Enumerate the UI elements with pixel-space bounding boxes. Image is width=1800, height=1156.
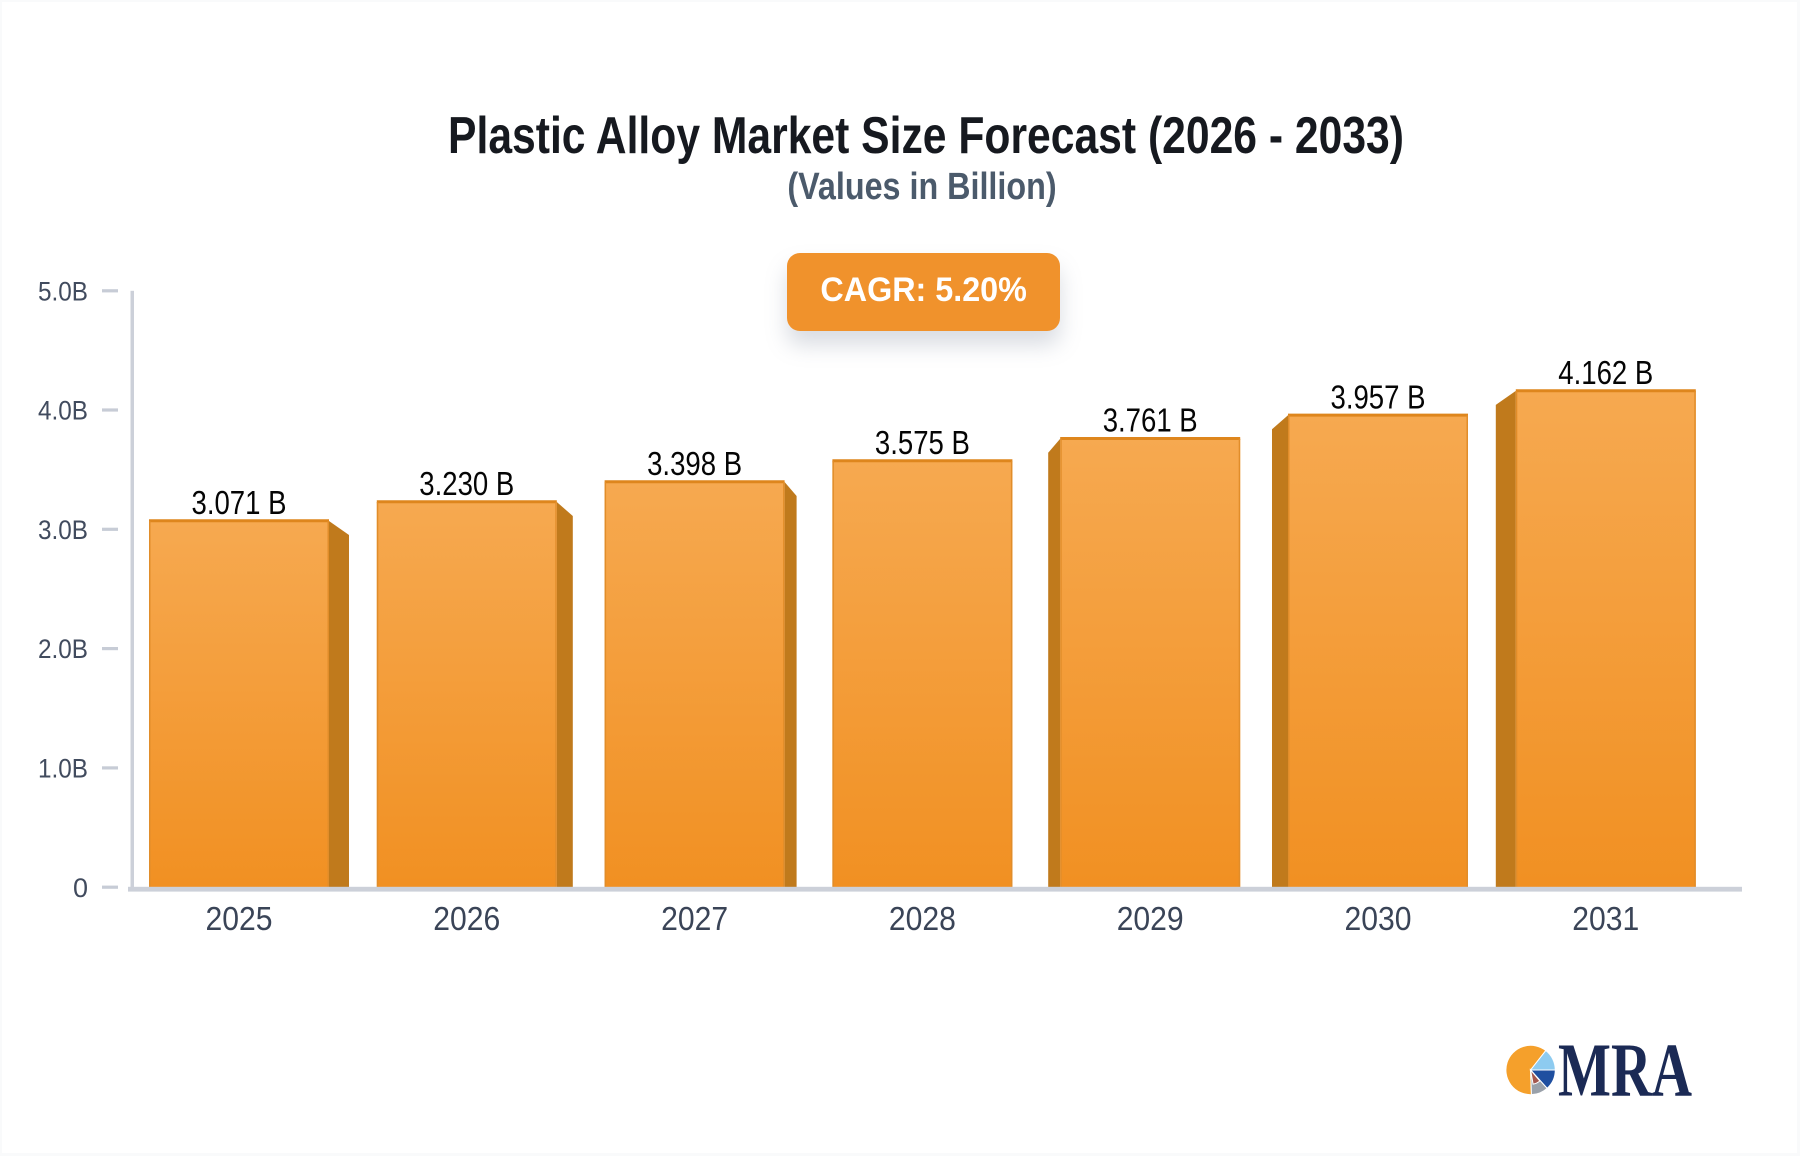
svg-text:0: 0 [73, 873, 88, 903]
svg-text:2029: 2029 [1117, 900, 1184, 937]
svg-text:3.398 B: 3.398 B [647, 445, 742, 482]
svg-text:4.0B: 4.0B [38, 396, 88, 426]
svg-text:3.230 B: 3.230 B [419, 465, 514, 502]
svg-text:3.957 B: 3.957 B [1331, 378, 1426, 415]
svg-text:5.0B: 5.0B [38, 276, 88, 306]
svg-text:3.071 B: 3.071 B [192, 484, 287, 521]
svg-text:MRA: MRA [1558, 1029, 1692, 1113]
svg-text:2030: 2030 [1345, 900, 1412, 937]
svg-text:1.0B: 1.0B [38, 754, 88, 784]
svg-text:2026: 2026 [433, 900, 500, 937]
svg-text:2028: 2028 [889, 900, 956, 937]
svg-text:3.0B: 3.0B [38, 515, 88, 545]
svg-text:2.0B: 2.0B [38, 634, 88, 664]
svg-text:3.575 B: 3.575 B [875, 424, 970, 461]
svg-text:2027: 2027 [661, 900, 728, 937]
svg-text:4.162 B: 4.162 B [1558, 354, 1653, 391]
svg-text:3.761 B: 3.761 B [1103, 402, 1198, 439]
svg-text:2025: 2025 [206, 900, 273, 937]
svg-text:2031: 2031 [1572, 900, 1639, 937]
